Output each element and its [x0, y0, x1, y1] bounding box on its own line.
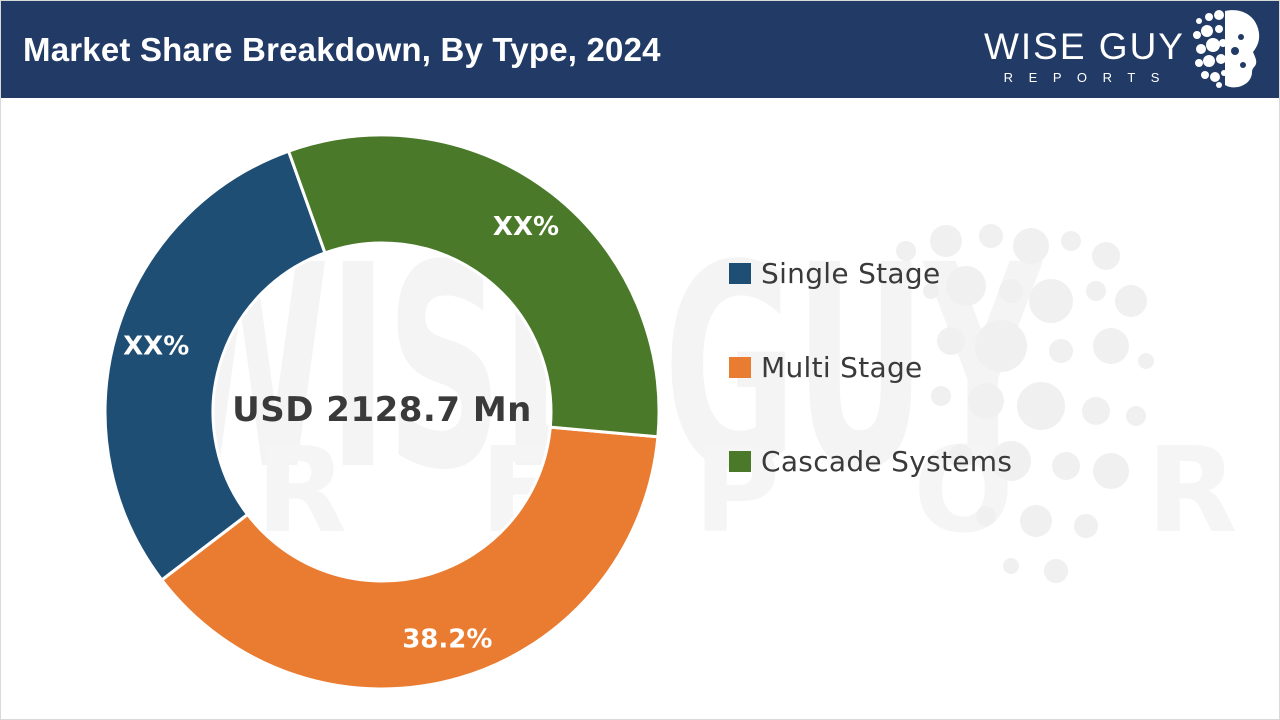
chart-legend: Single Stage Multi Stage Cascade Systems	[729, 257, 1012, 539]
legend-label-cascade-systems: Cascade Systems	[761, 445, 1013, 478]
legend-item-single-stage: Single Stage	[729, 257, 1012, 290]
legend-item-cascade-systems: Cascade Systems	[729, 445, 1012, 478]
logo-text: WISE GUY R E P O R T S	[984, 26, 1185, 85]
legend-swatch-multi-stage	[729, 357, 751, 378]
legend-swatch-single-stage	[729, 263, 751, 284]
legend-label-single-stage: Single Stage	[761, 257, 941, 290]
slice-percentage-label: 38.2%	[402, 624, 492, 654]
legend-label-multi-stage: Multi Stage	[761, 351, 923, 384]
logo-wordmark: WISE GUY	[983, 25, 1185, 67]
pie-slice-multi-stage	[159, 425, 660, 691]
watermark-reports: R E P O R T S	[256, 421, 1280, 559]
logo-subtitle: R E P O R T S	[1003, 69, 1166, 85]
wise-guy-reports-logo: WISE GUY R E P O R T S	[984, 7, 1263, 91]
legend-swatch-cascade-systems	[729, 451, 751, 472]
chart-center-value: USD 2128.7 Mn	[232, 390, 532, 430]
slice-percentage-label: XX%	[123, 331, 189, 361]
page-title: Market Share Breakdown, By Type, 2024	[23, 30, 661, 68]
pie-slice-cascade-systems	[286, 133, 661, 439]
logo-face-icon	[1193, 10, 1260, 88]
header-bar: Market Share Breakdown, By Type, 2024 WI…	[1, 1, 1279, 98]
pie-slice-single-stage	[103, 149, 327, 583]
legend-item-multi-stage: Multi Stage	[729, 351, 1012, 384]
slice-percentage-label: XX%	[493, 212, 559, 242]
